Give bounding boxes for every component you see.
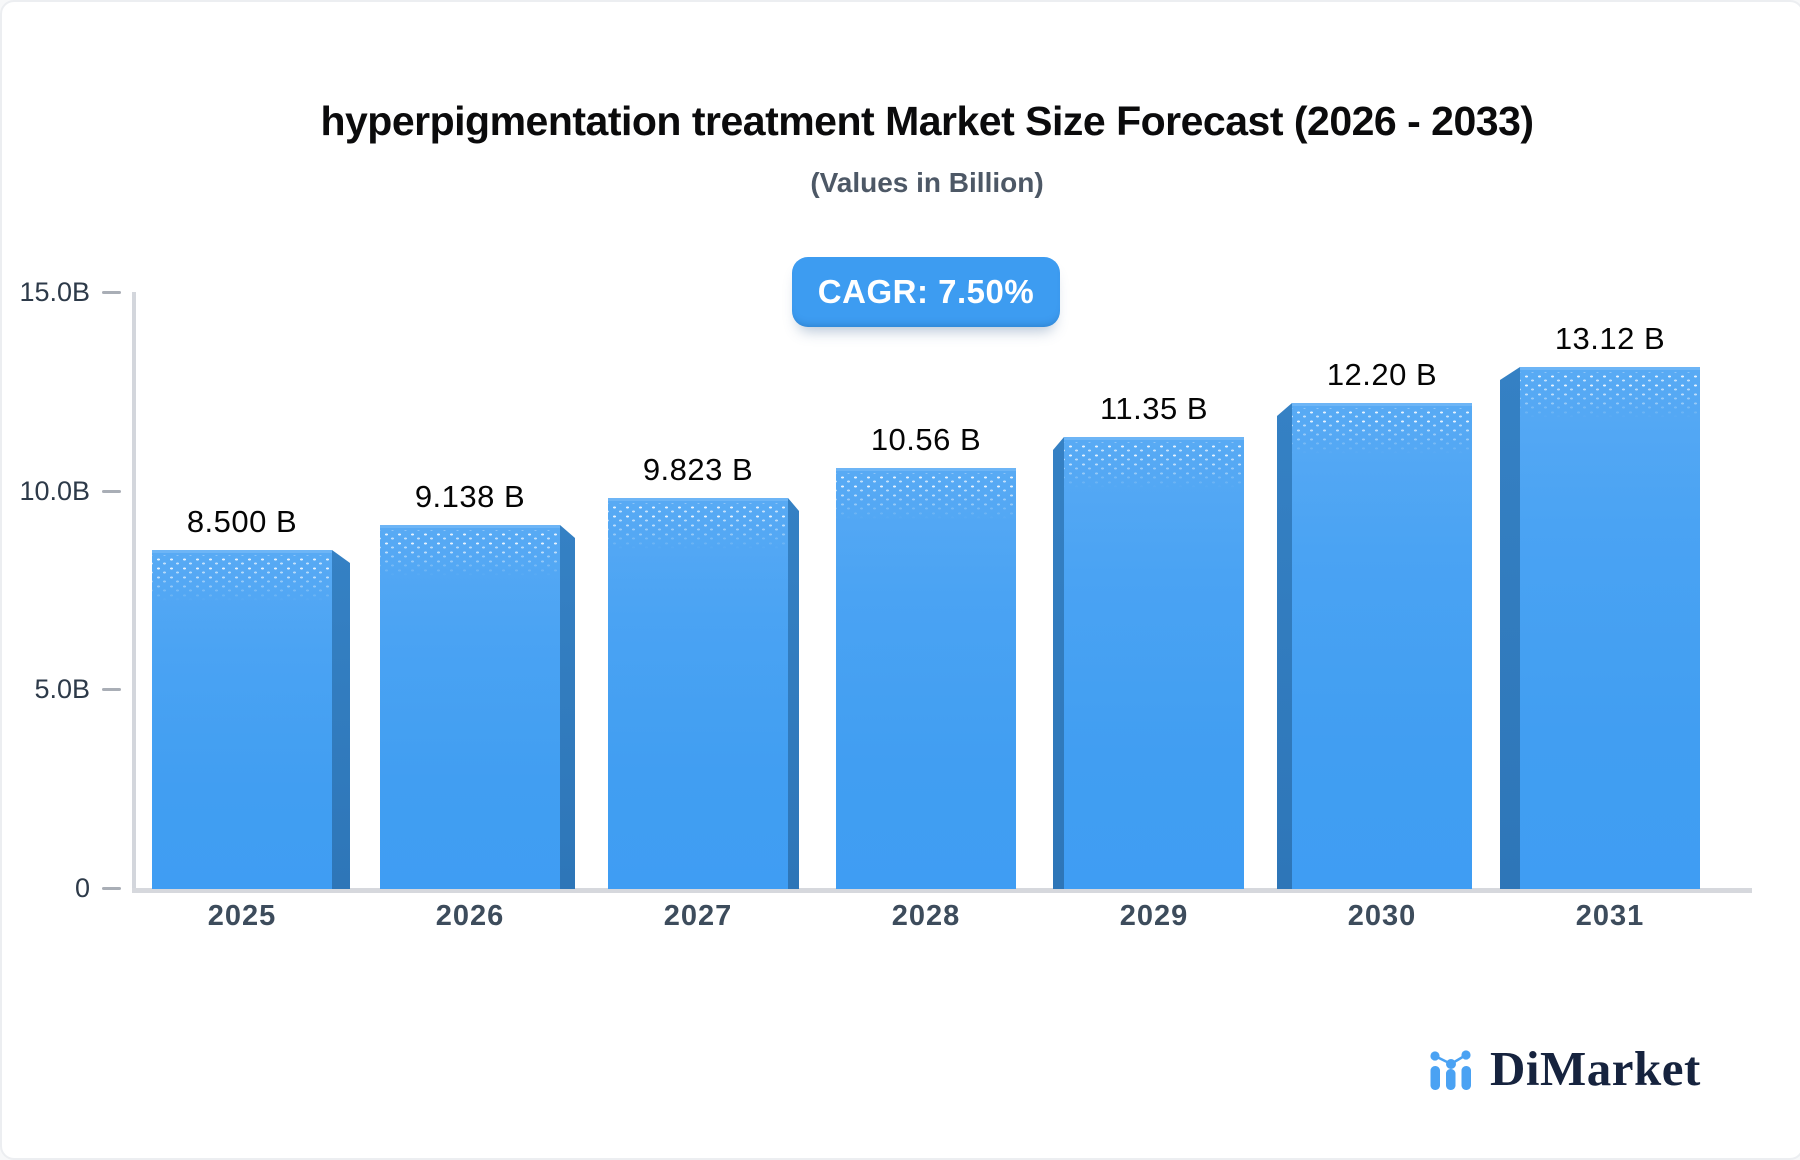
x-axis-baseline [132,888,1752,893]
chart-subtitle: (Values in Billion) [810,167,1044,198]
bar [836,468,1016,889]
y-axis-tick-mark [102,688,121,692]
mini-bar-chart-icon [1430,1049,1471,1090]
bar-value-label: 13.12 B [1554,321,1666,356]
cagr-badge: CAGR: 7.50% [792,257,1060,327]
bar-value-label: 11.35 B [1099,391,1209,426]
bar [1064,437,1244,889]
bar-value-label: 9.138 B [414,479,526,514]
bar-value-label: 9.823 B [642,452,754,487]
chart-title: hyperpigmentation treatment Market Size … [320,98,1534,144]
bar [608,498,788,889]
bar [152,550,332,889]
bar-texture-dots [1520,372,1700,418]
bar-3d-side [560,525,575,889]
brand-name: DiMarket [1490,1041,1701,1096]
bar-value-label: 8.500 B [186,504,298,539]
bar-value-label: 12.20 B [1326,357,1438,392]
cagr-badge-label: CAGR: 7.50% [817,273,1035,310]
brand-logo: DiMarket [1424,1040,1701,1097]
y-axis-tick-label: 0 [74,873,90,903]
x-axis-label: 2028 [891,900,961,932]
bar-value-label: 10.56 B [870,422,982,457]
x-axis-label: 2031 [1575,900,1645,932]
x-axis-label: 2025 [207,900,277,932]
bar [380,525,560,889]
y-axis-line [132,292,136,889]
x-axis-label: 2029 [1119,900,1189,932]
bar-texture-dots [380,530,560,576]
x-axis-label: 2027 [663,900,733,932]
y-axis-tick-label: 5.0B [34,674,90,705]
bar-texture-dots [1292,408,1472,454]
x-axis-label: 2030 [1347,900,1417,932]
bar-3d-side [1500,367,1520,889]
bar-3d-side [1053,437,1064,889]
bar-texture-dots [608,503,788,549]
bar [1520,367,1700,889]
y-axis-tick-mark [102,489,121,493]
y-axis-tick-label: 10.0B [19,475,90,506]
bar-texture-dots [836,473,1016,519]
bar-texture-dots [152,555,332,601]
y-axis-tick-mark [102,291,121,294]
x-axis-label: 2026 [435,900,505,932]
bar-3d-side [332,550,350,889]
bar-texture-dots [1064,442,1244,488]
bar [1292,403,1472,889]
y-axis-tick-label: 15.0B [19,277,90,307]
bar-3d-side [1277,403,1292,889]
bar-3d-side [788,498,799,889]
y-axis-tick-mark [102,887,121,890]
